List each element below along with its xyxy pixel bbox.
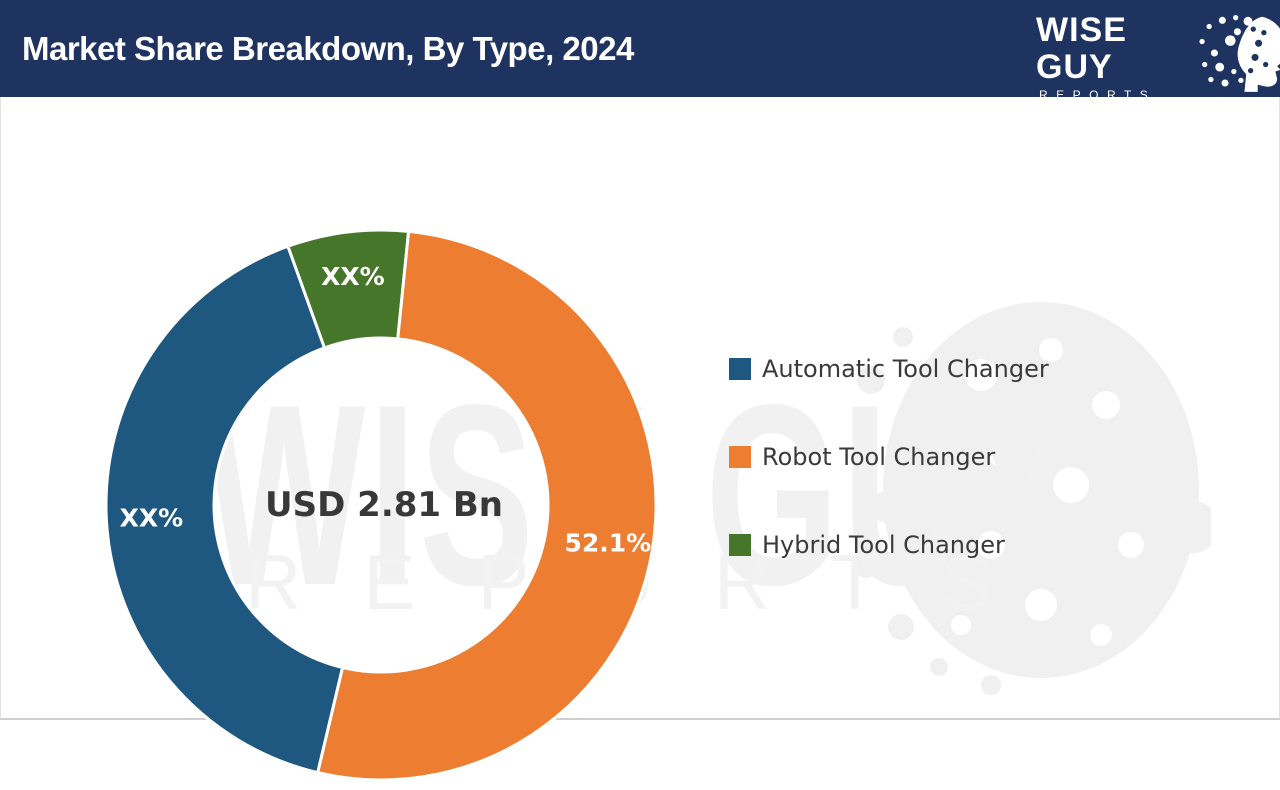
- legend-label-robot-tool-changer: Robot Tool Changer: [762, 443, 996, 471]
- legend-swatch-robot-tool-changer: [729, 446, 751, 468]
- logo-wordmark: WISE GUY REPORTS: [1036, 11, 1193, 102]
- legend-swatch-hybrid-tool-changer: [729, 534, 751, 556]
- legend-item-automatic-tool-changer: Automatic Tool Changer: [729, 355, 1049, 383]
- legend-label-hybrid-tool-changer: Hybrid Tool Changer: [762, 531, 1005, 559]
- legend-item-hybrid-tool-changer: Hybrid Tool Changer: [729, 531, 1049, 559]
- watermark-head-icon: [852, 302, 1211, 695]
- legend-swatch-automatic-tool-changer: [729, 358, 751, 380]
- logo-head-icon: [1199, 15, 1280, 92]
- donut-center-label: USD 2.81 Bn: [265, 485, 503, 525]
- donut-chart: XX% 52.1% XX%: [104, 228, 658, 782]
- chart-legend: Automatic Tool Changer Robot Tool Change…: [729, 355, 1049, 559]
- donut-segment-label-robot-tool-changer: 52.1%: [564, 529, 651, 558]
- page-title: Market Share Breakdown, By Type, 2024: [22, 29, 634, 67]
- legend-item-robot-tool-changer: Robot Tool Changer: [729, 443, 1049, 471]
- header-bar: Market Share Breakdown, By Type, 2024 WI…: [0, 0, 1280, 102]
- legend-label-automatic-tool-changer: Automatic Tool Changer: [762, 355, 1049, 383]
- donut-segment-label-hybrid-tool-changer: XX%: [321, 262, 385, 291]
- content-area: WISE GUY REPORTS XX% 52.1% XX% USD 2.81 Bn…: [0, 97, 1280, 782]
- wise-guy-reports-logo: WISE GUY REPORTS: [1036, 11, 1280, 102]
- donut-segment-automatic-tool-changer: [104, 244, 345, 775]
- donut-segment-label-automatic-tool-changer: XX%: [120, 503, 184, 532]
- logo-wordmark-line2: REPORTS: [1039, 87, 1157, 102]
- logo-wordmark-line1: WISE GUY: [1036, 11, 1127, 87]
